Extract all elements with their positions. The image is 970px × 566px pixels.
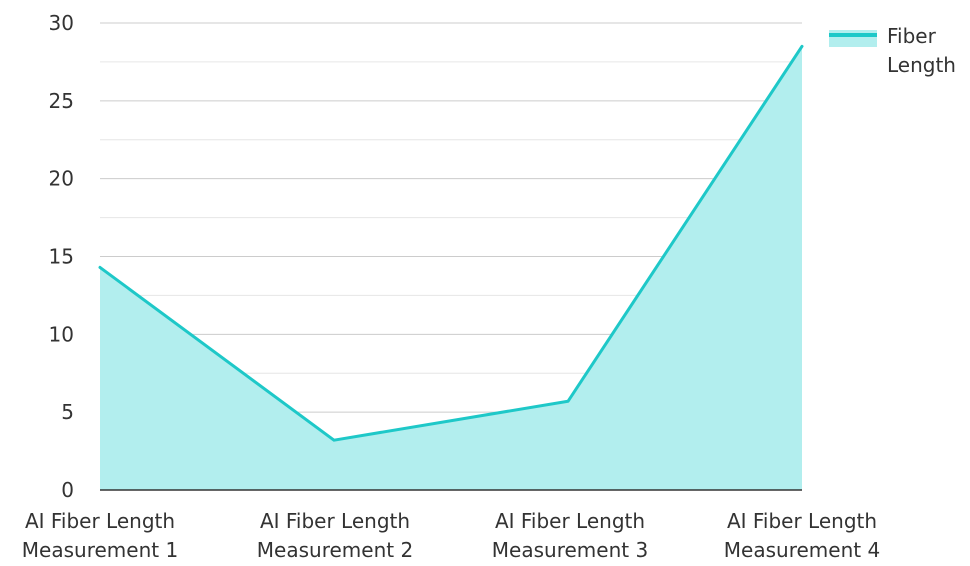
y-tick-label: 30	[49, 11, 74, 35]
y-tick-label: 25	[49, 89, 74, 113]
series-area	[100, 46, 802, 490]
y-tick-label: 10	[49, 322, 74, 346]
y-tick-label: 5	[61, 400, 74, 424]
y-tick-label: 0	[61, 478, 74, 502]
legend-swatch-fill	[829, 30, 877, 47]
series-layer	[100, 46, 802, 490]
y-tick-label: 20	[49, 167, 74, 191]
y-tick-label: 15	[49, 245, 74, 269]
